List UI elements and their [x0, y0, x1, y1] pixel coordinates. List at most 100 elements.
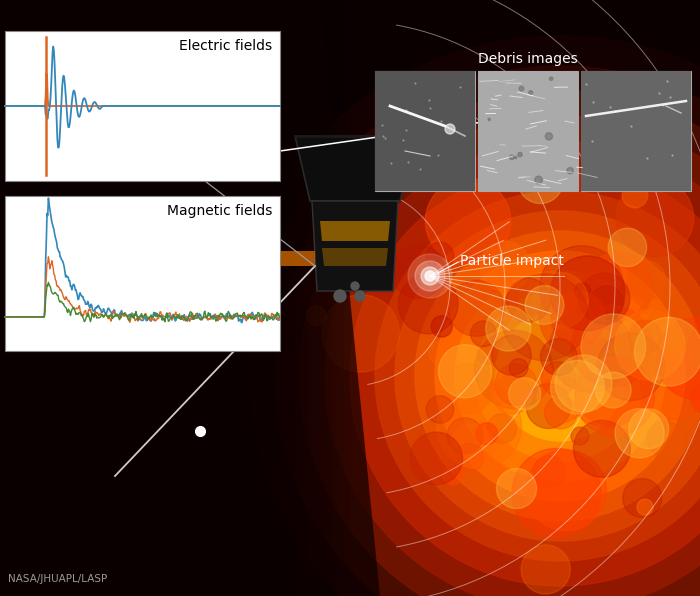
- Circle shape: [510, 155, 514, 160]
- Bar: [0, 0, 278, 596]
- Circle shape: [375, 191, 700, 561]
- Circle shape: [491, 336, 531, 375]
- Circle shape: [435, 251, 685, 501]
- Circle shape: [426, 242, 454, 269]
- Circle shape: [519, 86, 524, 91]
- Circle shape: [425, 271, 435, 281]
- Bar: [5, 196, 280, 351]
- Circle shape: [517, 158, 564, 204]
- Circle shape: [449, 424, 494, 468]
- Circle shape: [275, 91, 700, 596]
- Bar: [0, 0, 164, 596]
- Circle shape: [615, 409, 664, 458]
- Text: Particle impact: Particle impact: [460, 254, 564, 268]
- Bar: [0, 0, 116, 596]
- Circle shape: [351, 282, 359, 290]
- Circle shape: [623, 479, 662, 517]
- Bar: [0, 0, 248, 596]
- Circle shape: [514, 157, 517, 159]
- Circle shape: [307, 306, 326, 325]
- Circle shape: [540, 246, 624, 330]
- Bar: [0, 0, 176, 596]
- Circle shape: [574, 283, 591, 300]
- Bar: [0, 0, 338, 596]
- Circle shape: [429, 341, 454, 365]
- Text: NASA/JHUAPL/LASP: NASA/JHUAPL/LASP: [8, 574, 107, 584]
- Circle shape: [575, 355, 645, 425]
- Circle shape: [408, 254, 452, 298]
- Circle shape: [629, 409, 668, 449]
- Text: Electric fields: Electric fields: [179, 39, 272, 53]
- Bar: [0, 0, 188, 596]
- Bar: [0, 0, 344, 596]
- Circle shape: [647, 421, 682, 457]
- Bar: [0, 0, 128, 596]
- Circle shape: [325, 141, 700, 596]
- Circle shape: [608, 228, 647, 266]
- Circle shape: [575, 356, 654, 436]
- Circle shape: [550, 77, 553, 80]
- Circle shape: [552, 291, 606, 345]
- Bar: [0, 0, 230, 596]
- Circle shape: [616, 179, 694, 257]
- Bar: [375, 71, 475, 191]
- Circle shape: [488, 118, 491, 120]
- Circle shape: [608, 145, 630, 168]
- Circle shape: [540, 339, 577, 375]
- Circle shape: [595, 372, 631, 408]
- Bar: [0, 0, 320, 596]
- Circle shape: [535, 176, 542, 184]
- Circle shape: [637, 499, 653, 515]
- Circle shape: [656, 317, 700, 399]
- Circle shape: [391, 245, 445, 299]
- Bar: [0, 0, 302, 596]
- Bar: [478, 71, 578, 191]
- Bar: [581, 71, 691, 191]
- Circle shape: [355, 291, 365, 301]
- Bar: [0, 0, 152, 596]
- Circle shape: [632, 132, 663, 163]
- Circle shape: [525, 285, 564, 324]
- Circle shape: [443, 466, 462, 485]
- Bar: [0, 0, 242, 596]
- Polygon shape: [0, 0, 380, 596]
- Circle shape: [550, 256, 625, 331]
- Bar: [0, 0, 200, 596]
- Polygon shape: [270, 251, 315, 266]
- Circle shape: [509, 359, 528, 377]
- Circle shape: [622, 182, 648, 208]
- Circle shape: [541, 362, 575, 396]
- Circle shape: [455, 271, 665, 481]
- Bar: [0, 0, 254, 596]
- Circle shape: [537, 376, 584, 423]
- Bar: [0, 0, 218, 596]
- Bar: [0, 0, 134, 596]
- Polygon shape: [295, 136, 415, 201]
- Bar: [0, 0, 236, 596]
- Polygon shape: [320, 221, 390, 241]
- Circle shape: [350, 166, 700, 586]
- Circle shape: [438, 344, 491, 398]
- Circle shape: [300, 116, 700, 596]
- Circle shape: [398, 274, 458, 334]
- Circle shape: [415, 231, 700, 521]
- Circle shape: [445, 124, 455, 134]
- Circle shape: [334, 290, 346, 302]
- Circle shape: [627, 261, 666, 300]
- Circle shape: [421, 267, 439, 285]
- Bar: [375, 71, 475, 191]
- Bar: [0, 0, 140, 596]
- Bar: [0, 0, 206, 596]
- Circle shape: [545, 396, 578, 429]
- Circle shape: [431, 316, 452, 337]
- Bar: [0, 0, 350, 596]
- Circle shape: [573, 420, 630, 477]
- Circle shape: [551, 361, 604, 414]
- Circle shape: [549, 309, 632, 392]
- Circle shape: [475, 330, 553, 408]
- Circle shape: [480, 241, 531, 291]
- Circle shape: [521, 545, 570, 594]
- Bar: [0, 0, 260, 596]
- Bar: [478, 71, 578, 191]
- Circle shape: [476, 423, 498, 445]
